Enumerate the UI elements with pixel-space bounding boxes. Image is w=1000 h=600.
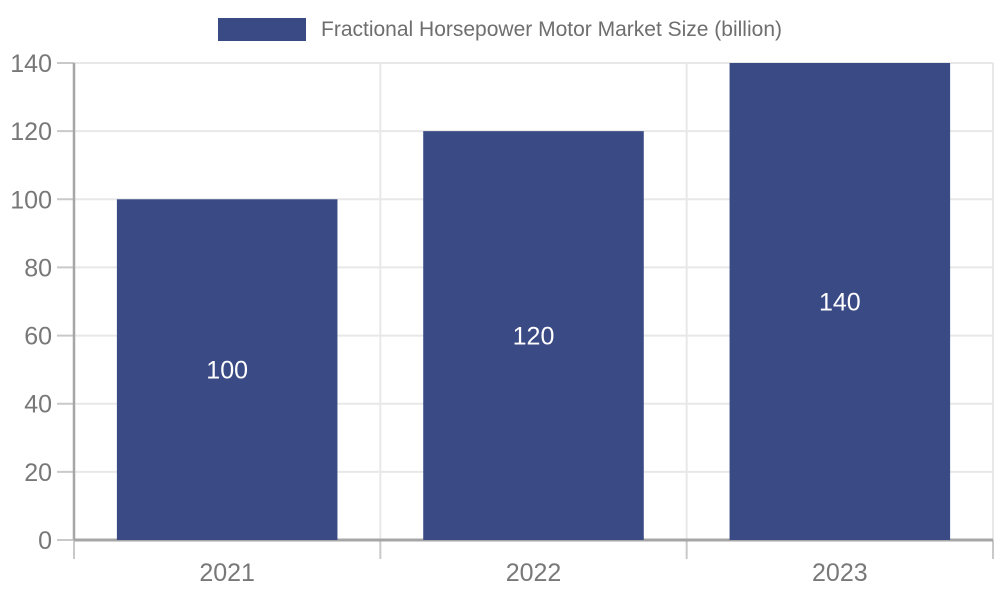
y-tick-label-140: 140: [10, 50, 52, 78]
bar-value-label-2021: 100: [206, 357, 248, 385]
y-tick-label-40: 40: [24, 391, 52, 419]
bar-value-label-2022: 120: [513, 323, 555, 351]
bar-2023[interactable]: [729, 63, 951, 540]
bar-2021[interactable]: [116, 199, 338, 541]
legend-swatch-icon: [218, 18, 306, 41]
chart-legend[interactable]: Fractional Horsepower Motor Market Size …: [0, 18, 1000, 41]
bar-value-label-2023: 140: [819, 289, 861, 317]
x-tick-label-2021: 2021: [199, 559, 255, 587]
legend-label: Fractional Horsepower Motor Market Size …: [321, 18, 782, 41]
y-tick-label-100: 100: [10, 186, 52, 214]
x-tick-label-2022: 2022: [506, 559, 562, 587]
y-tick-label-120: 120: [10, 118, 52, 146]
y-tick-label-20: 20: [24, 459, 52, 487]
y-tick-label-80: 80: [24, 254, 52, 282]
bar-2022[interactable]: [423, 131, 644, 540]
y-tick-label-0: 0: [38, 527, 52, 555]
y-tick-label-60: 60: [24, 323, 52, 351]
x-tick-label-2023: 2023: [812, 559, 868, 587]
